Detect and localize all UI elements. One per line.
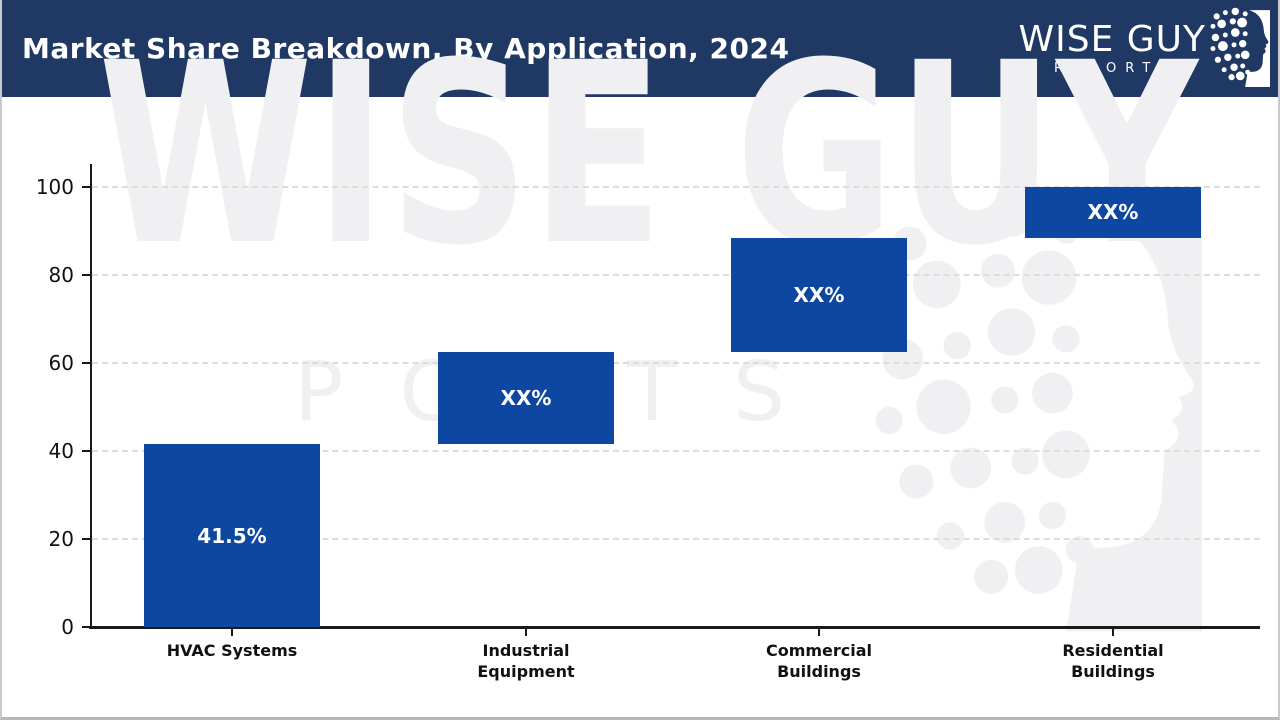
wise-guy-logo: WISE GUY REPORTS	[1018, 6, 1270, 90]
x-category-label-line: HVAC Systems	[166, 641, 298, 660]
bar-4: XX%	[1025, 187, 1201, 238]
dotted-head-icon	[1210, 7, 1270, 88]
x-category-label: Industrial Equipment	[411, 640, 641, 682]
bar-value-label: 41.5%	[197, 523, 267, 548]
x-category-label-line: Buildings	[777, 662, 861, 681]
y-tick-100	[82, 186, 90, 188]
logo-wordmark: WISE GUY	[1018, 19, 1206, 60]
logo-text: WISE GUY REPORTS	[1018, 19, 1207, 77]
gridline-y20	[92, 538, 1260, 540]
y-tick-label-100: 100	[35, 175, 74, 199]
bar-value-label: XX%	[1087, 200, 1139, 225]
bar-value-label: XX%	[793, 282, 845, 307]
logo-subtitle: REPORTS	[1053, 61, 1177, 76]
y-tick-40	[82, 450, 90, 452]
y-tick-0	[82, 626, 90, 628]
gridline-y60	[92, 362, 1260, 364]
x-category-label-line: Residential	[1062, 641, 1164, 660]
watermark-text: WISE GUY	[98, 9, 1200, 300]
bar-value-label: XX%	[500, 386, 552, 411]
watermark-head-icon	[875, 196, 1202, 632]
x-category-label: Commercial Buildings	[704, 640, 934, 682]
gridline-y100	[92, 186, 1260, 188]
x-category-label-line: Industrial	[482, 641, 570, 660]
bar-3: XX%	[731, 237, 907, 352]
x-tick-3	[818, 629, 820, 636]
x-category-label: Residential Buildings	[998, 640, 1228, 682]
y-tick-label-60: 60	[48, 351, 74, 375]
y-tick-label-80: 80	[48, 263, 74, 287]
gridline-y80	[92, 274, 1260, 276]
y-tick-20	[82, 538, 90, 540]
x-tick-1	[231, 629, 233, 636]
x-axis-line	[89, 626, 1260, 629]
y-tick-label-20: 20	[48, 527, 74, 551]
bar-2: XX%	[438, 352, 614, 445]
y-tick-60	[82, 362, 90, 364]
x-tick-4	[1112, 629, 1114, 636]
y-tick-label-40: 40	[48, 439, 74, 463]
y-tick-80	[82, 274, 90, 276]
x-category-label-line: Commercial	[765, 641, 873, 660]
x-category-label: HVAC Systems	[117, 640, 347, 661]
x-category-label-line: Buildings	[1071, 662, 1155, 681]
y-tick-label-0: 0	[61, 615, 74, 639]
gridline-y40	[92, 450, 1260, 452]
bar-1: 41.5%	[144, 444, 320, 627]
x-category-label-line: Equipment	[477, 662, 575, 681]
y-axis-line	[90, 164, 92, 629]
chart-title: Market Share Breakdown, By Application, …	[22, 32, 790, 65]
header-bar: Market Share Breakdown, By Application, …	[2, 0, 1278, 97]
x-tick-2	[525, 629, 527, 636]
